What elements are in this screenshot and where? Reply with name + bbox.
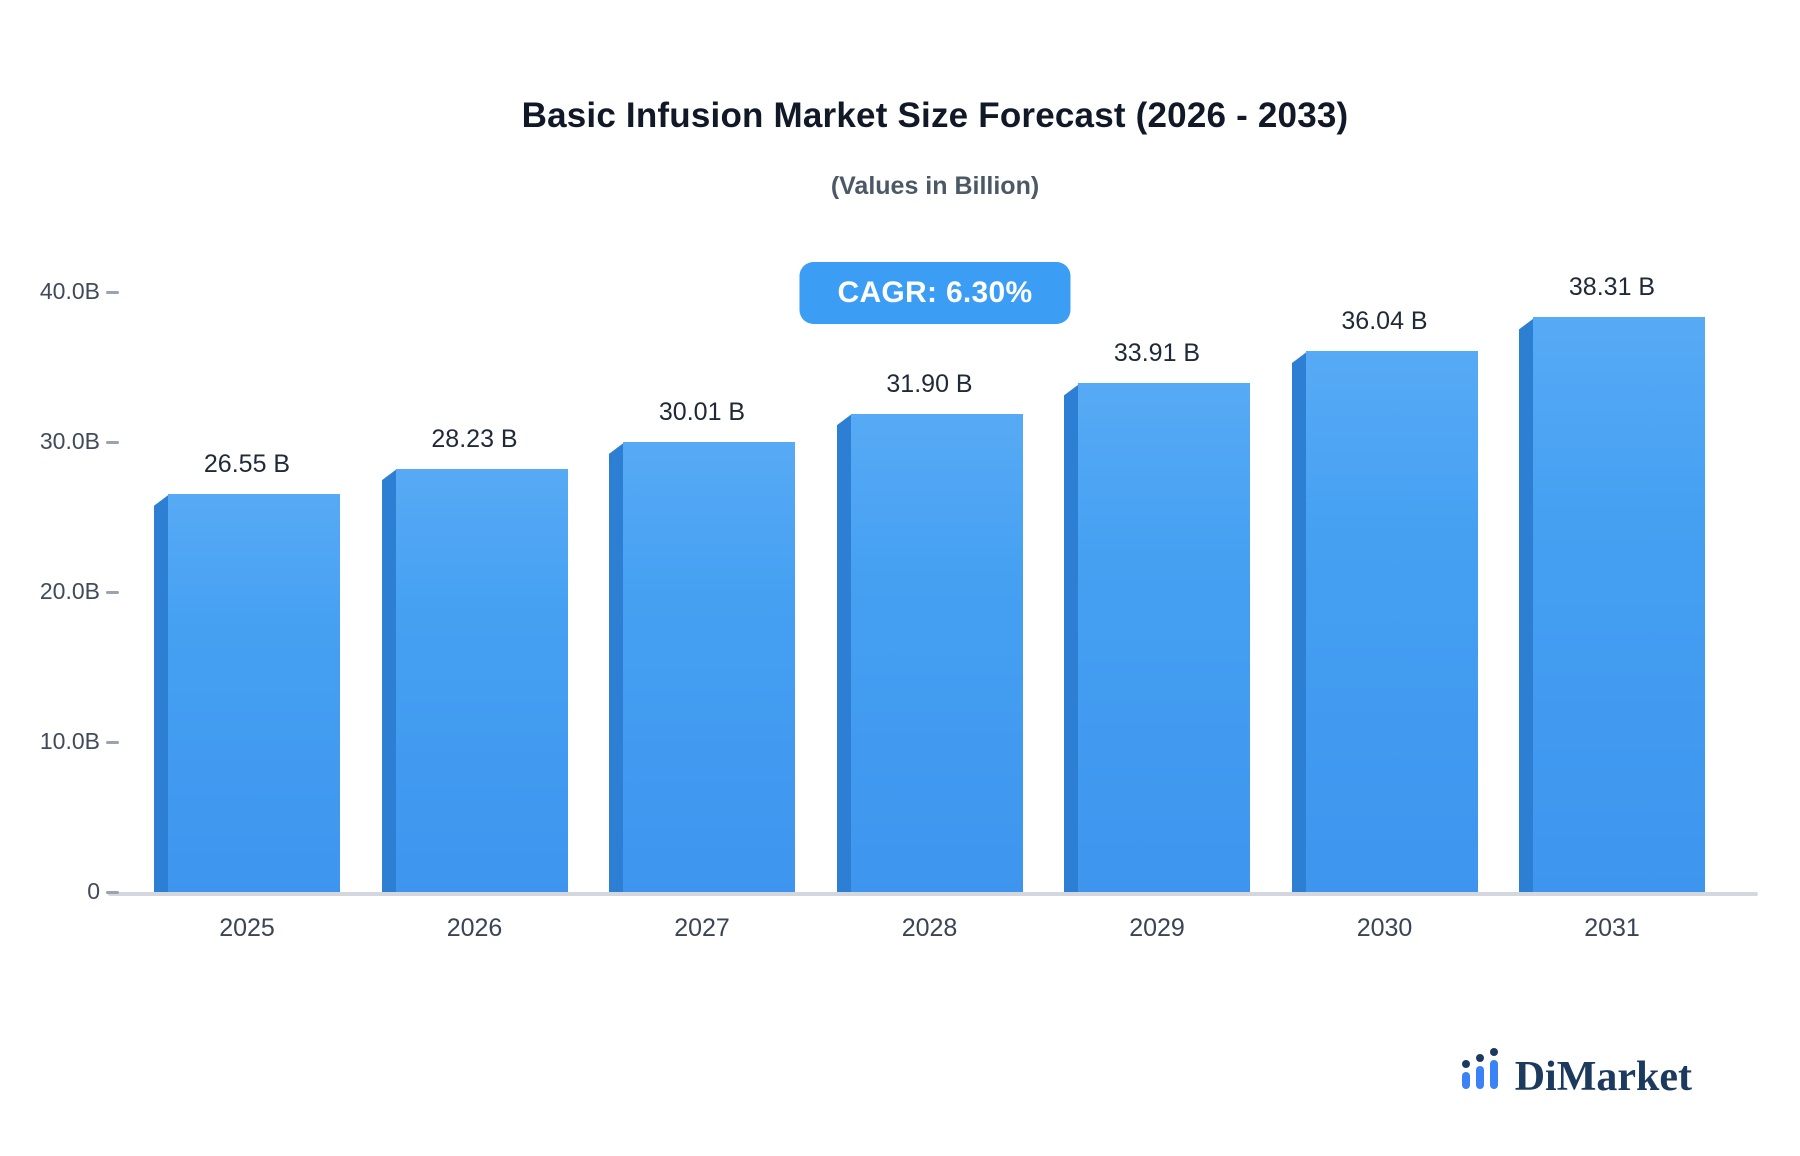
chart-subtitle: (Values in Billion) [830,172,1040,200]
x-axis-label-2025: 2025 [219,914,275,942]
y-axis-tick-label: 40.0B [39,278,100,304]
bar-2028 [836,413,1023,892]
bar-value-label-2027: 30.01 B [658,397,746,426]
x-axis-label-2027: 2027 [674,914,730,942]
dimarket-logo: DiMarket [1459,1047,1692,1098]
bar-value-label-2026: 28.23 B [431,424,518,453]
bar-side-shade [1519,317,1535,892]
y-axis-tick-label: 0 [87,878,100,904]
bar-value-label-2025: 26.55 B [203,449,291,478]
x-axis-label-2030: 2030 [1356,914,1413,942]
bar-side-shade [836,413,853,892]
y-axis-tick-label: 20.0B [39,578,100,604]
y-axis-tick-label: 30.0B [39,428,100,454]
bar-face [850,413,1023,892]
chart-title: Basic Infusion Market Size Forecast (202… [521,96,1349,135]
y-axis-tick-mark [106,891,119,894]
bar-value-label-2028: 31.90 B [886,369,973,398]
x-axis-label-2026: 2026 [446,914,503,942]
bar-side-shade [1291,351,1308,892]
bar-2026 [381,468,568,892]
y-axis-tick-mark [106,591,119,594]
dimarket-logo-text: DiMarket [1514,1054,1692,1100]
bar-2029 [1064,383,1250,892]
bar-face [1533,317,1705,892]
bar-2025 [154,493,340,892]
bar-2027 [609,441,795,892]
x-axis-baseline [108,892,1758,896]
bar-face [1305,351,1478,892]
bar-side-shade [1064,383,1080,892]
bar-value-label-2031: 38.31 B [1568,273,1656,302]
cagr-badge: CAGR: 6.30% [799,262,1071,324]
y-axis-tick-mark [106,291,119,294]
bar-face [623,441,795,892]
x-axis-label-2029: 2029 [1129,914,1185,942]
bar-side-shade [609,441,625,892]
y-axis-tick-label: 10.0B [39,728,100,754]
bar-side-shade [154,493,170,892]
y-axis-tick-mark [106,441,119,444]
bar-2030 [1291,351,1478,892]
bar-side-shade [381,468,398,892]
x-axis-label-2028: 2028 [901,914,958,942]
bar-face [168,493,340,892]
bar-value-label-2029: 33.91 B [1113,339,1201,368]
bar-face [1078,383,1250,892]
x-axis-label-2031: 2031 [1584,914,1640,942]
bar-2031 [1519,317,1705,892]
bar-value-label-2030: 36.04 B [1341,307,1428,336]
bar-face [395,468,568,892]
y-axis-tick-mark [106,741,119,744]
dimarket-logo-icon [1459,1047,1505,1098]
